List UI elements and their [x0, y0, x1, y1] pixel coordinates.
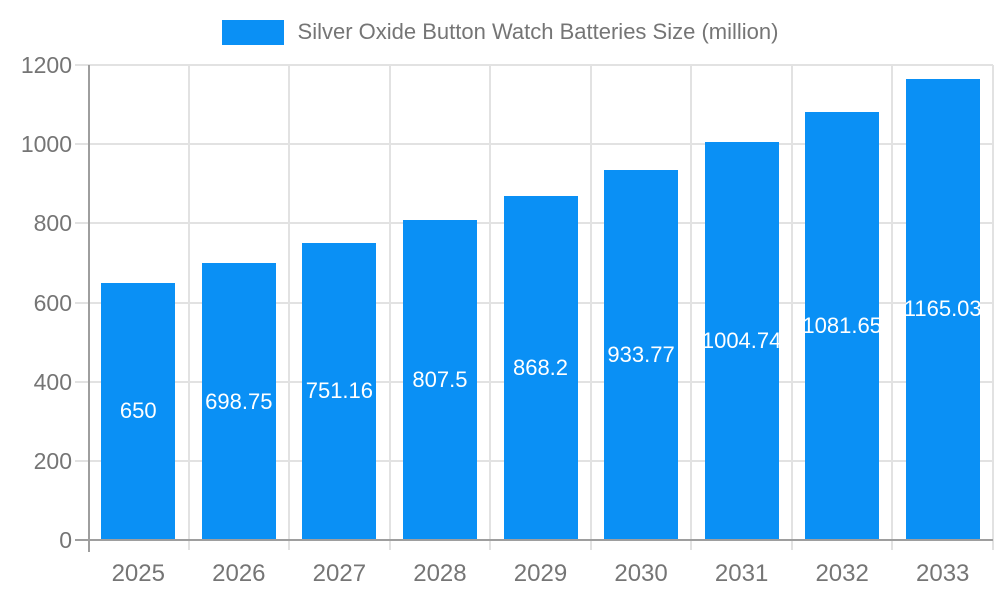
bar-value-label: 698.75 [205, 388, 273, 414]
y-tick-label: 0 [59, 527, 72, 553]
bar: 807.5 [402, 220, 477, 540]
x-axis-line [75, 539, 993, 541]
h-gridline [75, 64, 993, 66]
bar-value-label: 1004.74 [701, 328, 782, 354]
bar: 1165.03 [903, 78, 982, 540]
bar-value-label: 933.77 [607, 342, 675, 368]
bar: 1081.65 [802, 111, 882, 540]
x-tick-label: 2029 [513, 560, 568, 587]
bar-value-label: 807.5 [412, 367, 468, 393]
bar-value-label: 868.2 [512, 355, 569, 381]
v-gridline [288, 65, 291, 550]
legend: Silver Oxide Button Watch Batteries Size… [0, 12, 1000, 52]
x-axis-labels: 2025 2026 2027 2028 2029 2030 2031 2032 2033 [88, 554, 993, 594]
bar-value-label: 650 [119, 398, 157, 424]
v-gridline [690, 65, 693, 550]
y-tick-label: 200 [33, 447, 72, 474]
x-tick-label: 2033 [916, 560, 970, 587]
y-axis-labels: 0 200 400 600 800 1000 1200 [0, 52, 72, 553]
bar: 698.75 [201, 263, 276, 540]
bar: 868.2 [503, 196, 578, 540]
v-gridline [992, 65, 994, 550]
y-tick-label: 600 [33, 289, 72, 316]
x-tick-label: 2025 [111, 560, 165, 587]
x-tick-label: 2030 [614, 560, 668, 587]
bar-value-label: 751.16 [305, 378, 374, 404]
legend-swatch-icon [221, 19, 284, 45]
x-tick-label: 2031 [714, 560, 769, 587]
y-tick-label: 1000 [20, 131, 72, 158]
v-gridline [489, 65, 492, 550]
x-tick-label: 2028 [413, 560, 467, 587]
y-axis-line [88, 65, 90, 552]
plot-area: 650 698.75 751.16 807.5 868.2 933.77 1004.74 10… [75, 64, 994, 552]
bar: 751.16 [302, 242, 377, 540]
bar-value-label: 1081.65 [802, 312, 882, 338]
v-gridline [790, 65, 793, 550]
x-tick-label: 2032 [815, 560, 869, 587]
bar: 933.77 [604, 170, 679, 540]
v-gridline [589, 65, 592, 550]
y-tick-label: 1200 [20, 52, 72, 78]
legend-label: Silver Oxide Button Watch Batteries Size… [297, 19, 779, 44]
x-tick-label: 2027 [312, 560, 367, 587]
v-gridline [891, 65, 894, 550]
y-tick-label: 400 [33, 368, 72, 395]
h-gridline [75, 143, 993, 146]
y-tick-label: 800 [33, 210, 72, 237]
bar: 1004.74 [701, 142, 782, 540]
v-gridline [388, 65, 391, 550]
bar-value-label: 1165.03 [903, 296, 982, 322]
bar: 650 [101, 282, 176, 540]
v-gridline [187, 65, 190, 550]
x-tick-label: 2026 [212, 560, 266, 587]
